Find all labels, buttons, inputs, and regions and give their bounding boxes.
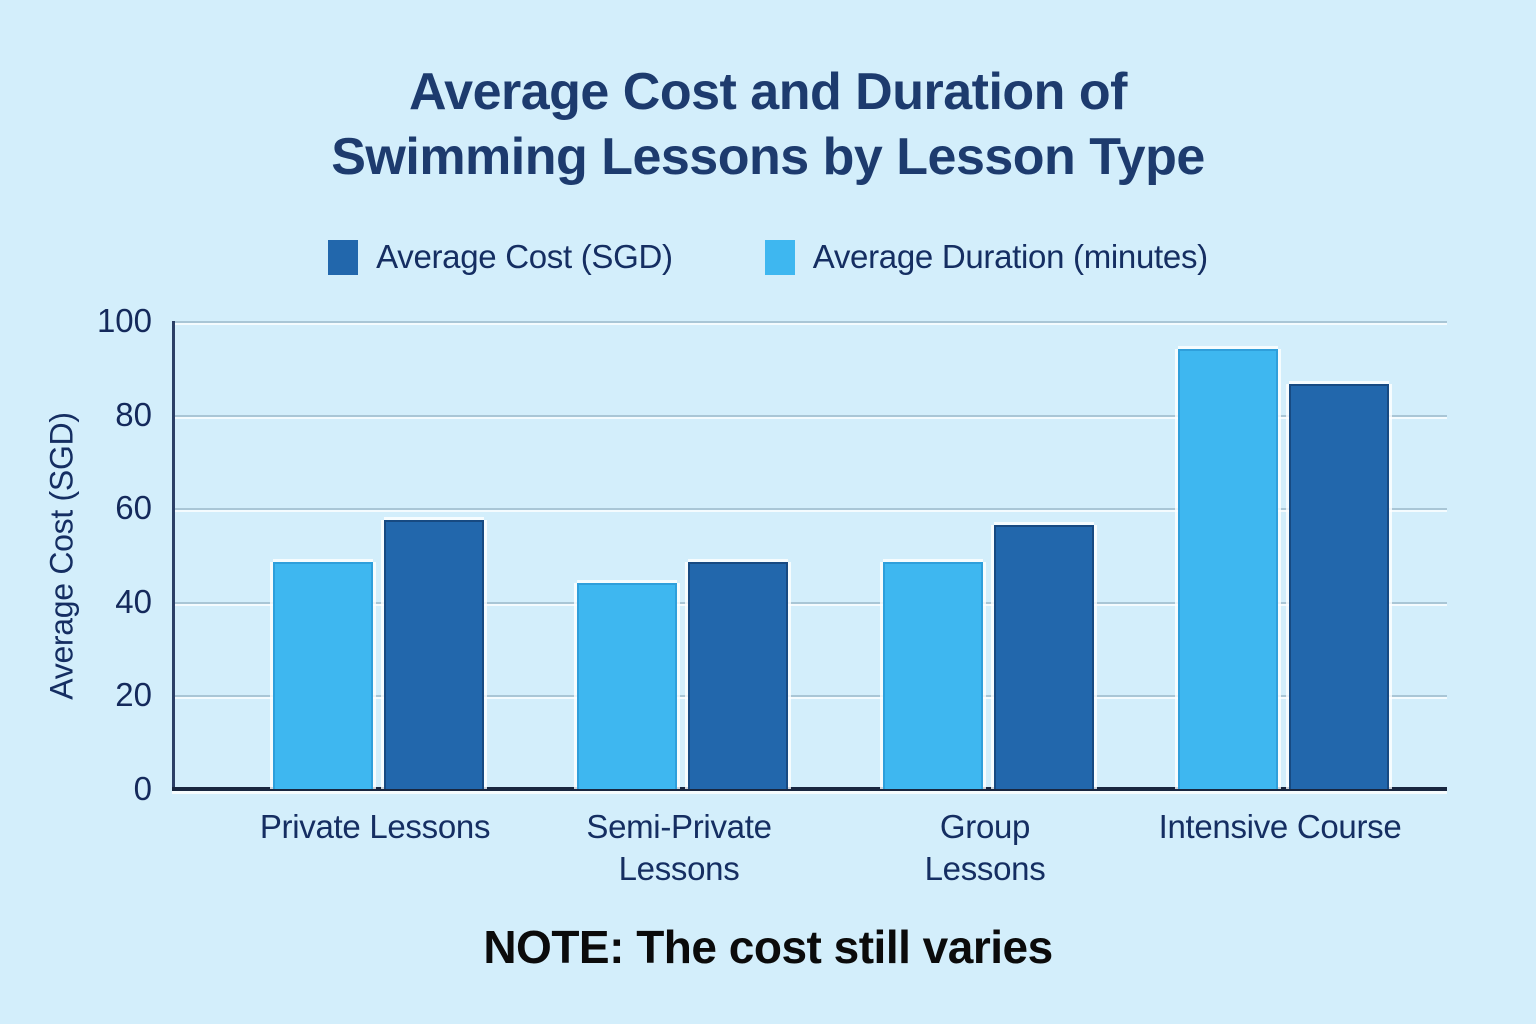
- chart-title-line-1: Average Cost and Duration of: [409, 63, 1127, 121]
- duration-bar: [882, 562, 983, 789]
- y-axis-title: Average Cost (SGD): [43, 412, 80, 700]
- gridline-100: [175, 321, 1447, 323]
- gridline-60: [175, 508, 1447, 511]
- chart-title: Average Cost and Duration of Swimming Le…: [0, 60, 1536, 190]
- cost-bar: [1288, 384, 1389, 789]
- x-category-label: Semi-Private Lessons: [586, 808, 772, 887]
- gridline-20: [175, 695, 1447, 698]
- legend-item: Average Duration (minutes): [764, 238, 1208, 276]
- x-category-label: Group Lessons: [924, 808, 1046, 887]
- cost-bar: [383, 519, 484, 789]
- x-axis-line: [172, 787, 1447, 791]
- gridline-40: [175, 601, 1447, 604]
- legend-item: Average Cost (SGD): [328, 238, 673, 276]
- y-tick-label: 100: [96, 302, 152, 339]
- legend-label: Average Duration (minutes): [812, 238, 1208, 275]
- legend-swatch: [328, 239, 359, 275]
- note-text: NOTE: The cost still varies: [483, 921, 1053, 973]
- chart-title-line-2: Swimming Lessons by Lesson Type: [331, 128, 1205, 186]
- legend-swatch: [764, 239, 795, 275]
- duration-bar: [576, 583, 677, 789]
- plot-area: [172, 321, 1447, 791]
- cost-bar: [993, 524, 1094, 789]
- legend-label: Average Cost (SGD): [376, 238, 673, 275]
- gridline-80: [175, 414, 1447, 417]
- y-tick-label: 0: [133, 770, 152, 807]
- x-category-label: Intensive Course: [1158, 808, 1402, 845]
- cost-bar: [687, 562, 788, 789]
- duration-bar: [272, 562, 373, 789]
- x-category-label: Private Lessons: [259, 808, 491, 845]
- duration-bar: [1177, 349, 1278, 789]
- legend: Average Cost (SGD) Average Duration (minu…: [0, 238, 1536, 276]
